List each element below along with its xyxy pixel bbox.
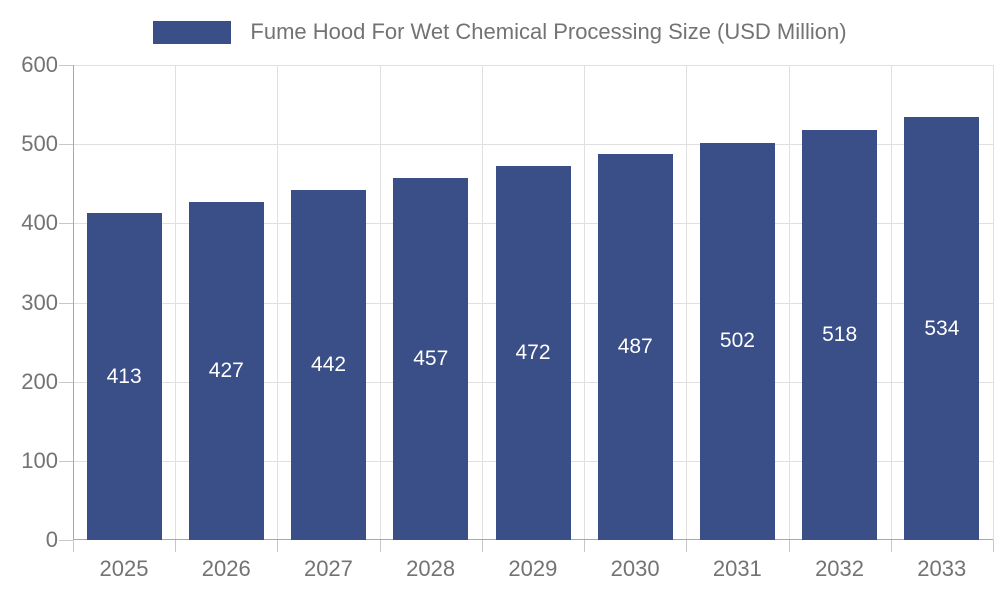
y-tick: [59, 223, 73, 225]
bar-value-label: 487: [617, 335, 653, 359]
gridline-horizontal: [73, 65, 993, 66]
legend-label: Fume Hood For Wet Chemical Processing Si…: [250, 19, 847, 44]
y-axis-line: [73, 65, 74, 552]
x-tick: [584, 540, 586, 552]
bar[interactable]: 487: [597, 154, 673, 540]
y-tick-label: 500: [21, 131, 58, 157]
x-tick-label: 2025: [99, 556, 149, 581]
bar[interactable]: 472: [495, 166, 571, 540]
x-tick-label: 2027: [303, 556, 353, 581]
x-tick: [175, 540, 177, 552]
legend-item[interactable]: Fume Hood For Wet Chemical Processing Si…: [0, 14, 1000, 50]
gridline-vertical: [584, 65, 586, 540]
bar-value-label: 502: [719, 329, 755, 353]
gridline-vertical: [788, 65, 790, 540]
x-tick: [481, 540, 483, 552]
y-tick-label: 600: [21, 52, 58, 77]
x-tick-label: 2028: [406, 556, 456, 581]
bar-value-label: 534: [924, 316, 960, 340]
y-tick: [59, 540, 73, 541]
legend-swatch: [153, 20, 232, 44]
x-tick-label: 2030: [610, 556, 660, 581]
gridline-vertical: [890, 65, 892, 540]
x-tick-label: 2026: [201, 556, 251, 581]
bar-value-label: 442: [311, 353, 347, 377]
x-tick: [788, 540, 790, 552]
x-tick-label: 2032: [815, 556, 865, 581]
y-tick: [59, 381, 73, 383]
x-tick-label: 2029: [508, 556, 558, 581]
gridline-vertical: [379, 65, 381, 540]
x-tick: [379, 540, 381, 552]
bar[interactable]: 413: [86, 213, 162, 540]
x-tick: [890, 540, 892, 552]
bar-value-label: 457: [413, 347, 449, 371]
y-tick-label: 200: [21, 368, 58, 394]
bar-value-label: 413: [106, 364, 142, 388]
y-tick-label: 100: [21, 447, 58, 473]
bar[interactable]: 427: [188, 201, 264, 540]
plot-area: 413 427 442 457 472 487 502 518 534: [73, 65, 994, 552]
x-tick: [686, 540, 688, 552]
gridline-vertical: [277, 65, 279, 540]
gridline-vertical: [686, 65, 688, 540]
y-tick: [59, 65, 73, 66]
y-tick-label: 400: [21, 210, 58, 236]
y-tick: [59, 460, 73, 462]
x-tick: [993, 540, 994, 552]
bar[interactable]: 502: [699, 142, 775, 540]
y-tick-label: 300: [21, 289, 58, 315]
gridline-vertical: [993, 65, 994, 540]
bar[interactable]: 442: [291, 190, 367, 540]
y-tick: [59, 302, 73, 304]
bar-value-label: 427: [208, 358, 244, 382]
x-tick-label: 2031: [712, 556, 762, 581]
gridline-horizontal: [73, 144, 993, 146]
gridline-vertical: [175, 65, 177, 540]
y-tick: [59, 144, 73, 146]
bar-value-label: 472: [515, 341, 551, 365]
x-tick: [73, 540, 74, 552]
y-tick-label: 0: [45, 527, 58, 552]
bar[interactable]: 534: [904, 117, 980, 540]
bar[interactable]: 457: [393, 178, 469, 540]
gridline-vertical: [481, 65, 483, 540]
bar[interactable]: 518: [802, 129, 878, 540]
x-tick-label: 2033: [917, 556, 967, 581]
x-tick: [277, 540, 279, 552]
bar-value-label: 518: [822, 322, 858, 346]
